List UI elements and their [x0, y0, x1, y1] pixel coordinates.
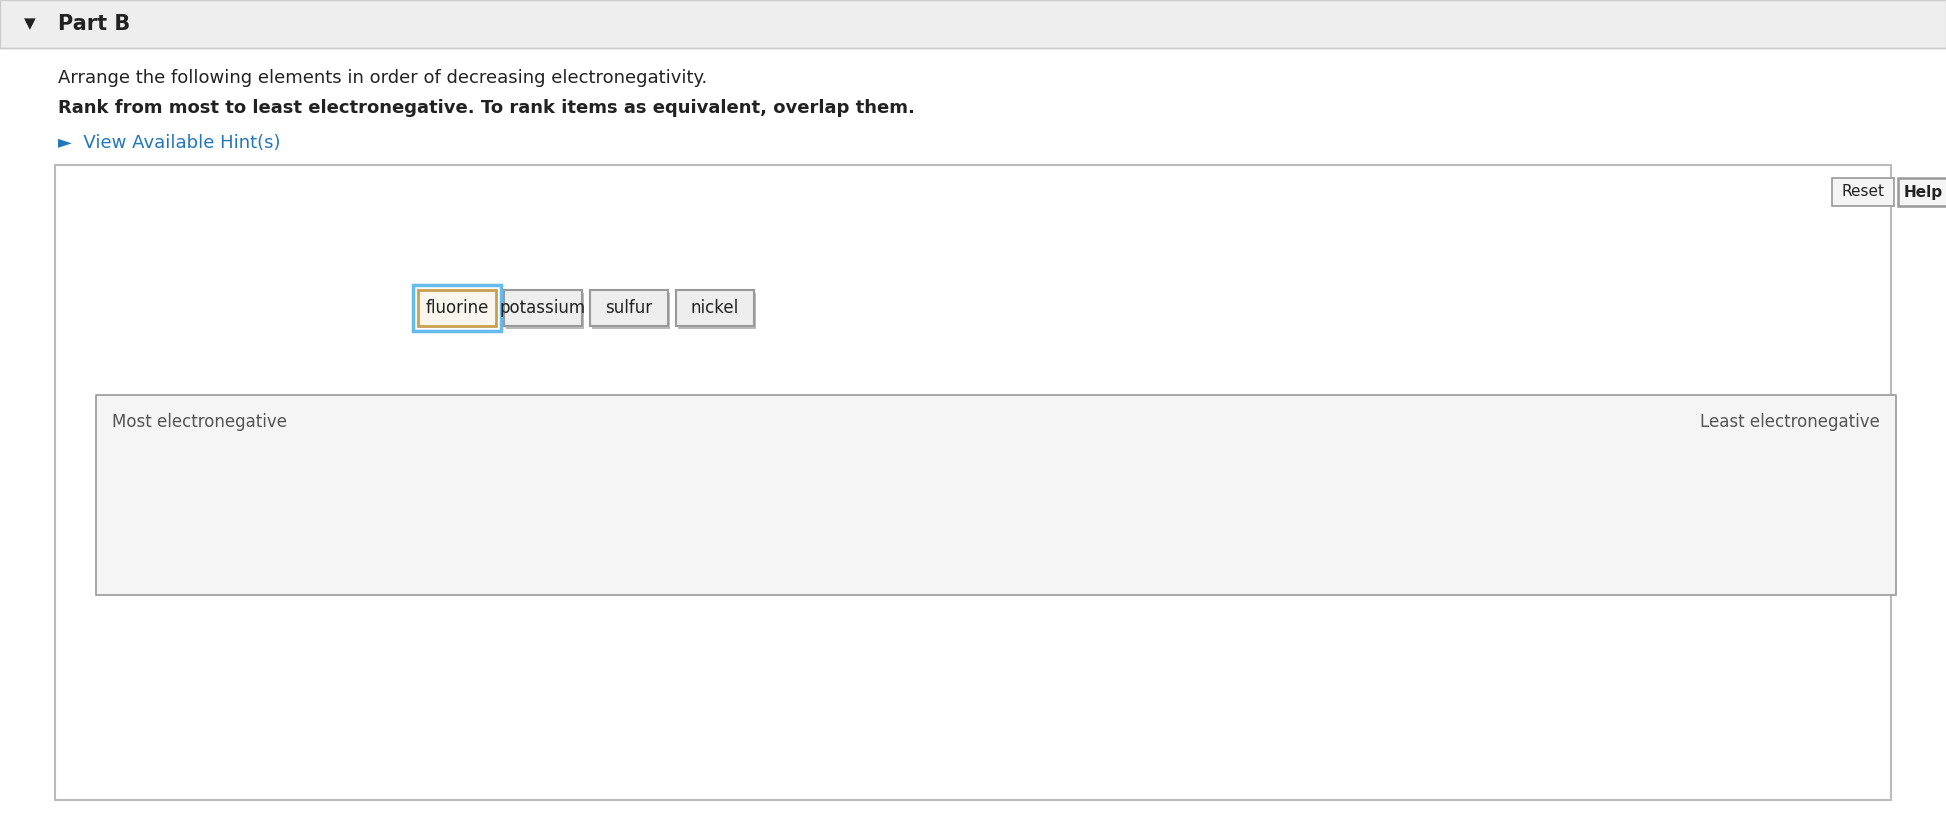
- FancyBboxPatch shape: [504, 290, 582, 326]
- FancyBboxPatch shape: [506, 293, 584, 329]
- Text: Least electronegative: Least electronegative: [1701, 413, 1880, 431]
- FancyBboxPatch shape: [592, 293, 669, 329]
- Text: sulfur: sulfur: [605, 299, 652, 317]
- FancyBboxPatch shape: [1831, 178, 1893, 206]
- FancyBboxPatch shape: [1897, 178, 1946, 206]
- Text: potassium: potassium: [500, 299, 586, 317]
- Text: nickel: nickel: [691, 299, 739, 317]
- FancyBboxPatch shape: [54, 165, 1892, 800]
- FancyBboxPatch shape: [418, 290, 496, 326]
- FancyBboxPatch shape: [95, 395, 1895, 595]
- Text: Arrange the following elements in order of decreasing electronegativity.: Arrange the following elements in order …: [58, 69, 706, 87]
- FancyBboxPatch shape: [675, 290, 753, 326]
- Text: ▼: ▼: [23, 16, 35, 32]
- Text: Help: Help: [1903, 184, 1942, 199]
- Text: Part B: Part B: [58, 14, 130, 34]
- Text: Most electronegative: Most electronegative: [113, 413, 286, 431]
- Text: ►  View Available Hint(s): ► View Available Hint(s): [58, 134, 280, 152]
- FancyBboxPatch shape: [677, 293, 755, 329]
- Text: Rank from most to least electronegative. To rank items as equivalent, overlap th: Rank from most to least electronegative.…: [58, 99, 915, 117]
- FancyBboxPatch shape: [0, 0, 1946, 48]
- FancyBboxPatch shape: [590, 290, 667, 326]
- Text: fluorine: fluorine: [426, 299, 488, 317]
- Text: Reset: Reset: [1841, 184, 1884, 199]
